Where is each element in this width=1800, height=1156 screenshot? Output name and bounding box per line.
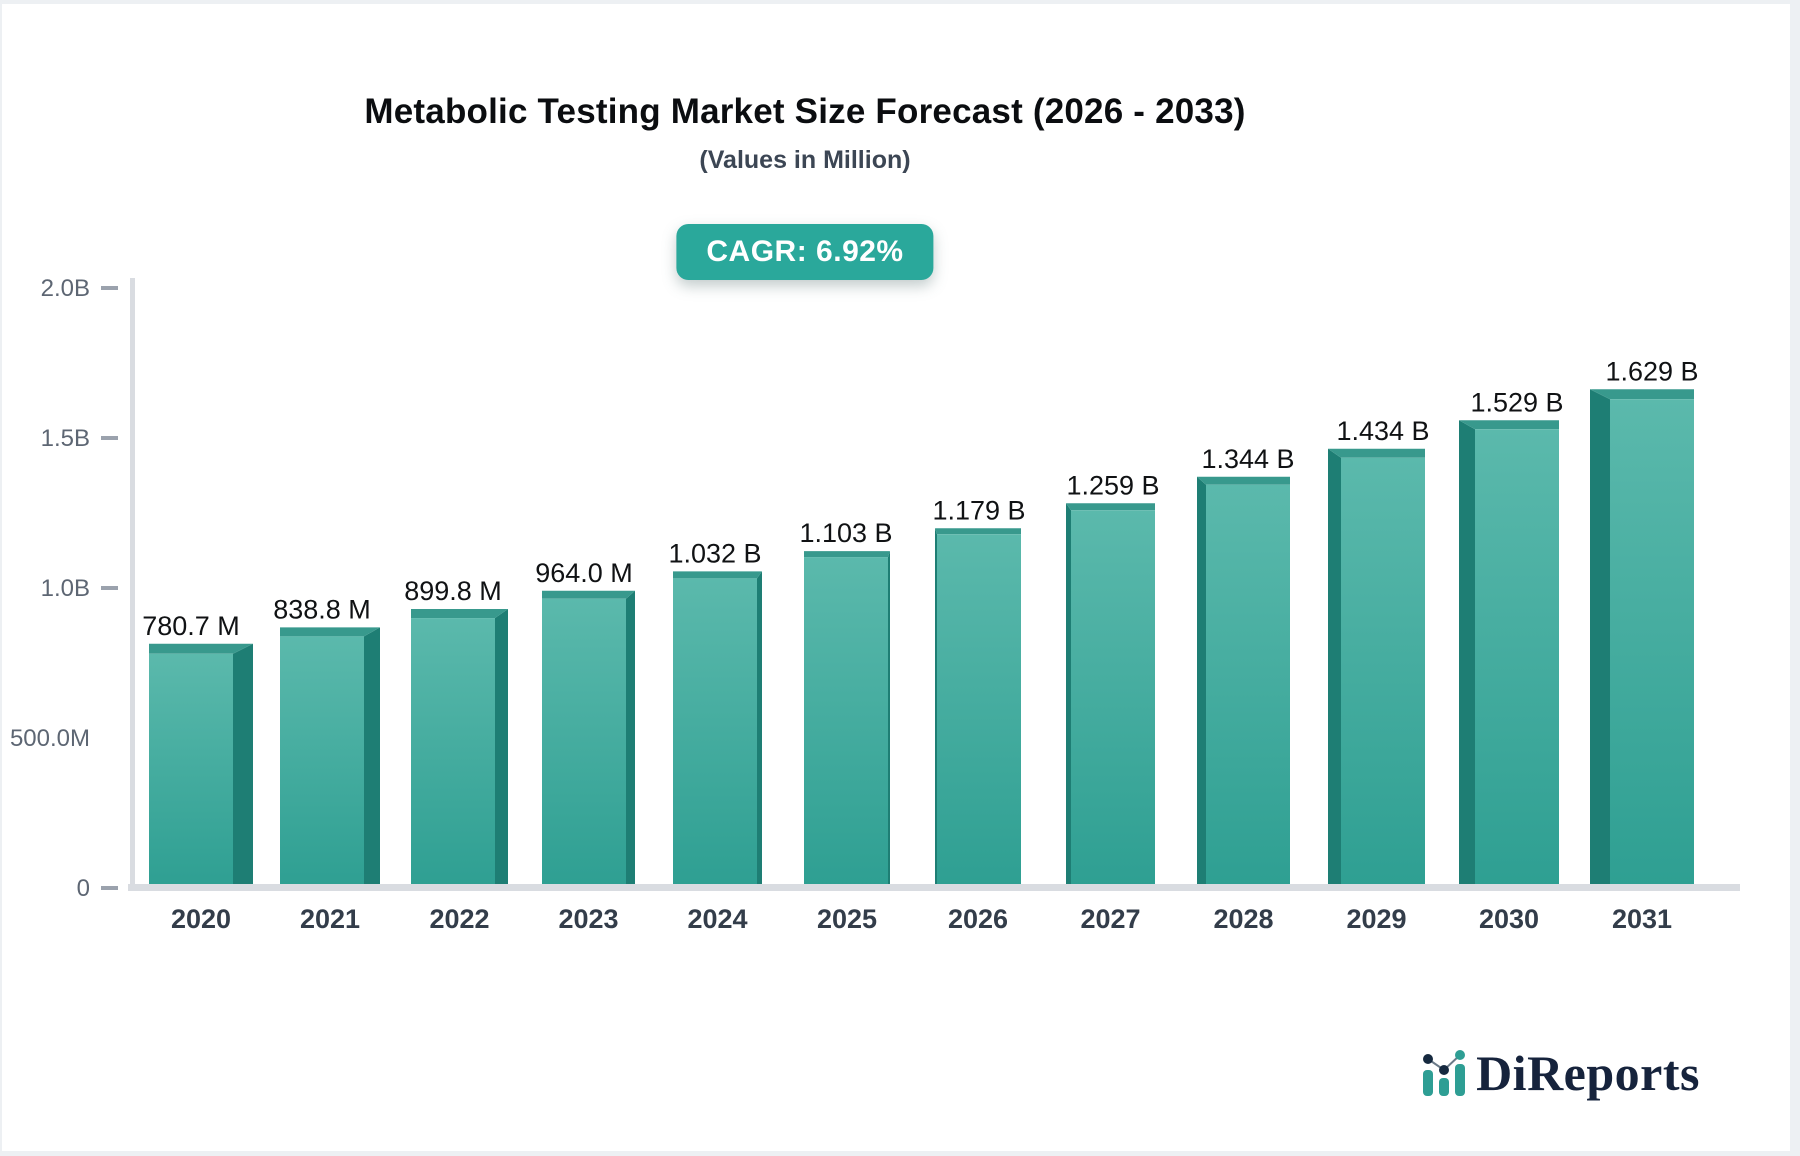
y-tick-label: 500.0M: [10, 725, 90, 752]
logo-dot-left-icon: [1423, 1054, 1434, 1064]
bar-side-face: [1066, 503, 1071, 888]
bar-front-face: [673, 578, 757, 888]
bar-side-face: [888, 551, 890, 888]
bar-value-label: 899.8 M: [404, 576, 502, 606]
x-category-label: 2023: [558, 904, 618, 934]
logo-text: DiReports: [1476, 1045, 1700, 1101]
x-category-label: 2031: [1612, 904, 1672, 934]
bar-front-face: [542, 598, 626, 888]
y-tick-dash: [101, 586, 118, 590]
bar-top-face: [673, 571, 762, 579]
brand-logo: DiReports: [1419, 1042, 1700, 1098]
y-axis-line: [130, 278, 135, 884]
bar-value-label: 1.032 B: [668, 538, 761, 568]
bar-front-face: [149, 653, 233, 888]
y-tick-label: 1.0B: [41, 575, 90, 602]
x-axis-line: [128, 884, 1740, 891]
bar-value-label: 1.259 B: [1066, 470, 1159, 500]
bar-front-face: [1475, 429, 1559, 888]
bar-top-face: [1459, 420, 1559, 430]
bar-value-label: 838.8 M: [273, 594, 371, 624]
logo-dot-middle-icon: [1439, 1065, 1450, 1075]
bar-side-face: [1590, 389, 1610, 888]
x-category-label: 2021: [300, 904, 360, 934]
bar-front-face: [411, 618, 495, 888]
bar-value-label: 964.0 M: [535, 558, 633, 588]
bar-value-label: 1.344 B: [1201, 444, 1294, 474]
y-tick-dash: [101, 436, 118, 440]
logo-dot-right-icon: [1455, 1050, 1466, 1060]
bar-top-face: [1328, 448, 1425, 458]
x-category-label: 2024: [687, 904, 747, 934]
y-tick-dash: [101, 286, 118, 290]
bar-front-face: [1610, 399, 1694, 888]
logo-chart-icon: [1423, 1050, 1466, 1096]
bar-side-face: [1197, 476, 1206, 888]
bar-front-face: [804, 557, 888, 888]
bar-value-label: 780.7 M: [142, 611, 240, 641]
bar-side-face: [626, 590, 635, 888]
x-category-label: 2029: [1346, 904, 1406, 934]
logo-bar-middle-icon: [1439, 1078, 1450, 1096]
y-tick-dash: [101, 886, 118, 890]
cagr-badge: CAGR: 6.92%: [676, 224, 934, 280]
title-block: Metabolic Testing Market Size Forecast (…: [0, 92, 1610, 175]
bar-top-face: [1066, 503, 1155, 511]
x-category-label: 2025: [817, 904, 877, 934]
bar-front-face: [280, 636, 364, 888]
x-category-label: 2022: [429, 904, 489, 934]
bar-value-label: 1.434 B: [1336, 416, 1429, 446]
x-category-label: 2027: [1080, 904, 1140, 934]
bar-value-label: 1.629 B: [1605, 356, 1698, 386]
bar-top-face: [804, 551, 890, 558]
bar-top-face: [935, 528, 1021, 535]
bar-side-face: [757, 571, 762, 888]
bar-top-face: [542, 590, 635, 599]
y-tick-label: 2.0B: [41, 275, 90, 302]
logo-bar-right-icon: [1455, 1064, 1466, 1096]
bar-top-face: [1197, 476, 1290, 485]
x-category-label: 2026: [948, 904, 1008, 934]
bar-front-face: [1341, 457, 1425, 888]
bar-front-face: [1071, 510, 1155, 888]
x-category-label: 2030: [1479, 904, 1539, 934]
x-category-label: 2020: [171, 904, 231, 934]
bar-top-face: [149, 643, 253, 654]
bar-side-face: [1459, 420, 1475, 888]
bar-side-face: [233, 643, 253, 888]
bar-front-face: [937, 534, 1021, 888]
chart-title: Metabolic Testing Market Size Forecast (…: [364, 92, 1246, 131]
logo-bar-left-icon: [1423, 1070, 1434, 1096]
bar-side-face: [364, 627, 380, 888]
chart-subtitle: (Values in Million): [699, 146, 911, 174]
bar-top-face: [1590, 389, 1694, 400]
bar-top-face: [411, 609, 508, 619]
bar-top-face: [280, 627, 380, 637]
bar-value-label: 1.179 B: [932, 495, 1025, 525]
bar-value-label: 1.103 B: [799, 518, 892, 548]
bar-side-face: [495, 609, 508, 888]
x-category-label: 2028: [1213, 904, 1273, 934]
bar-side-face: [935, 528, 937, 888]
bar-side-face: [1328, 448, 1341, 888]
y-tick-label: 1.5B: [41, 425, 90, 452]
y-tick-label: 0: [77, 875, 90, 902]
bar-front-face: [1206, 484, 1290, 888]
bar-value-label: 1.529 B: [1470, 387, 1563, 417]
